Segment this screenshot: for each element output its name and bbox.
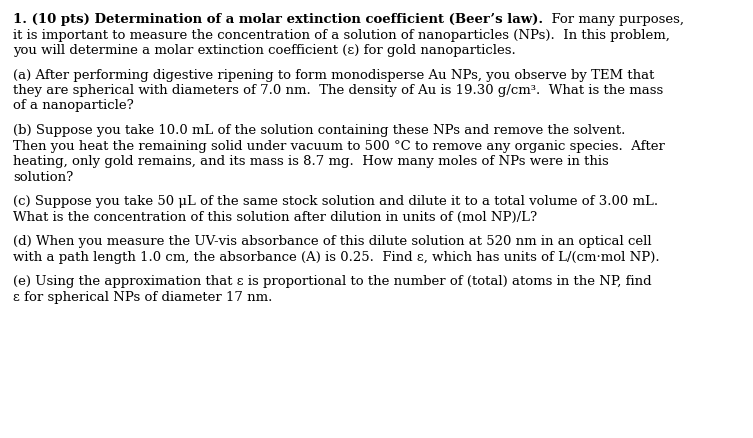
Text: it is important to measure the concentration of a solution of nanoparticles (NPs: it is important to measure the concentra… <box>13 28 670 42</box>
Text: Then you heat the remaining solid under vacuum to 500 °C to remove any organic s: Then you heat the remaining solid under … <box>13 139 665 152</box>
Text: (a) After performing digestive ripening to form monodisperse Au NPs, you observe: (a) After performing digestive ripening … <box>13 68 654 81</box>
Text: (e) Using the approximation that ε is proportional to the number of (total) atom: (e) Using the approximation that ε is pr… <box>13 275 651 288</box>
Text: 1. (10 pts) Determination of a molar extinction coefficient (Beer’s law).: 1. (10 pts) Determination of a molar ext… <box>13 13 543 26</box>
Text: with a path length 1.0 cm, the absorbance (A) is 0.25.  Find ε, which has units : with a path length 1.0 cm, the absorbanc… <box>13 251 660 264</box>
Text: (b) Suppose you take 10.0 mL of the solution containing these NPs and remove the: (b) Suppose you take 10.0 mL of the solu… <box>13 124 626 137</box>
Text: For many purposes,: For many purposes, <box>543 13 684 26</box>
Text: What is the concentration of this solution after dilution in units of (mol NP)/L: What is the concentration of this soluti… <box>13 211 537 223</box>
Text: they are spherical with diameters of 7.0 nm.  The density of Au is 19.30 g/cm³. : they are spherical with diameters of 7.0… <box>13 84 663 97</box>
Text: (d) When you measure the UV-vis absorbance of this dilute solution at 520 nm in : (d) When you measure the UV-vis absorban… <box>13 235 651 248</box>
Text: heating, only gold remains, and its mass is 8.7 mg.  How many moles of NPs were : heating, only gold remains, and its mass… <box>13 155 608 168</box>
Text: you will determine a molar extinction coefficient (ε) for gold nanoparticles.: you will determine a molar extinction co… <box>13 44 516 57</box>
Text: ε for spherical NPs of diameter 17 nm.: ε for spherical NPs of diameter 17 nm. <box>13 290 273 304</box>
Text: solution?: solution? <box>13 170 73 184</box>
Text: (c) Suppose you take 50 μL of the same stock solution and dilute it to a total v: (c) Suppose you take 50 μL of the same s… <box>13 195 658 208</box>
Text: of a nanoparticle?: of a nanoparticle? <box>13 99 134 113</box>
